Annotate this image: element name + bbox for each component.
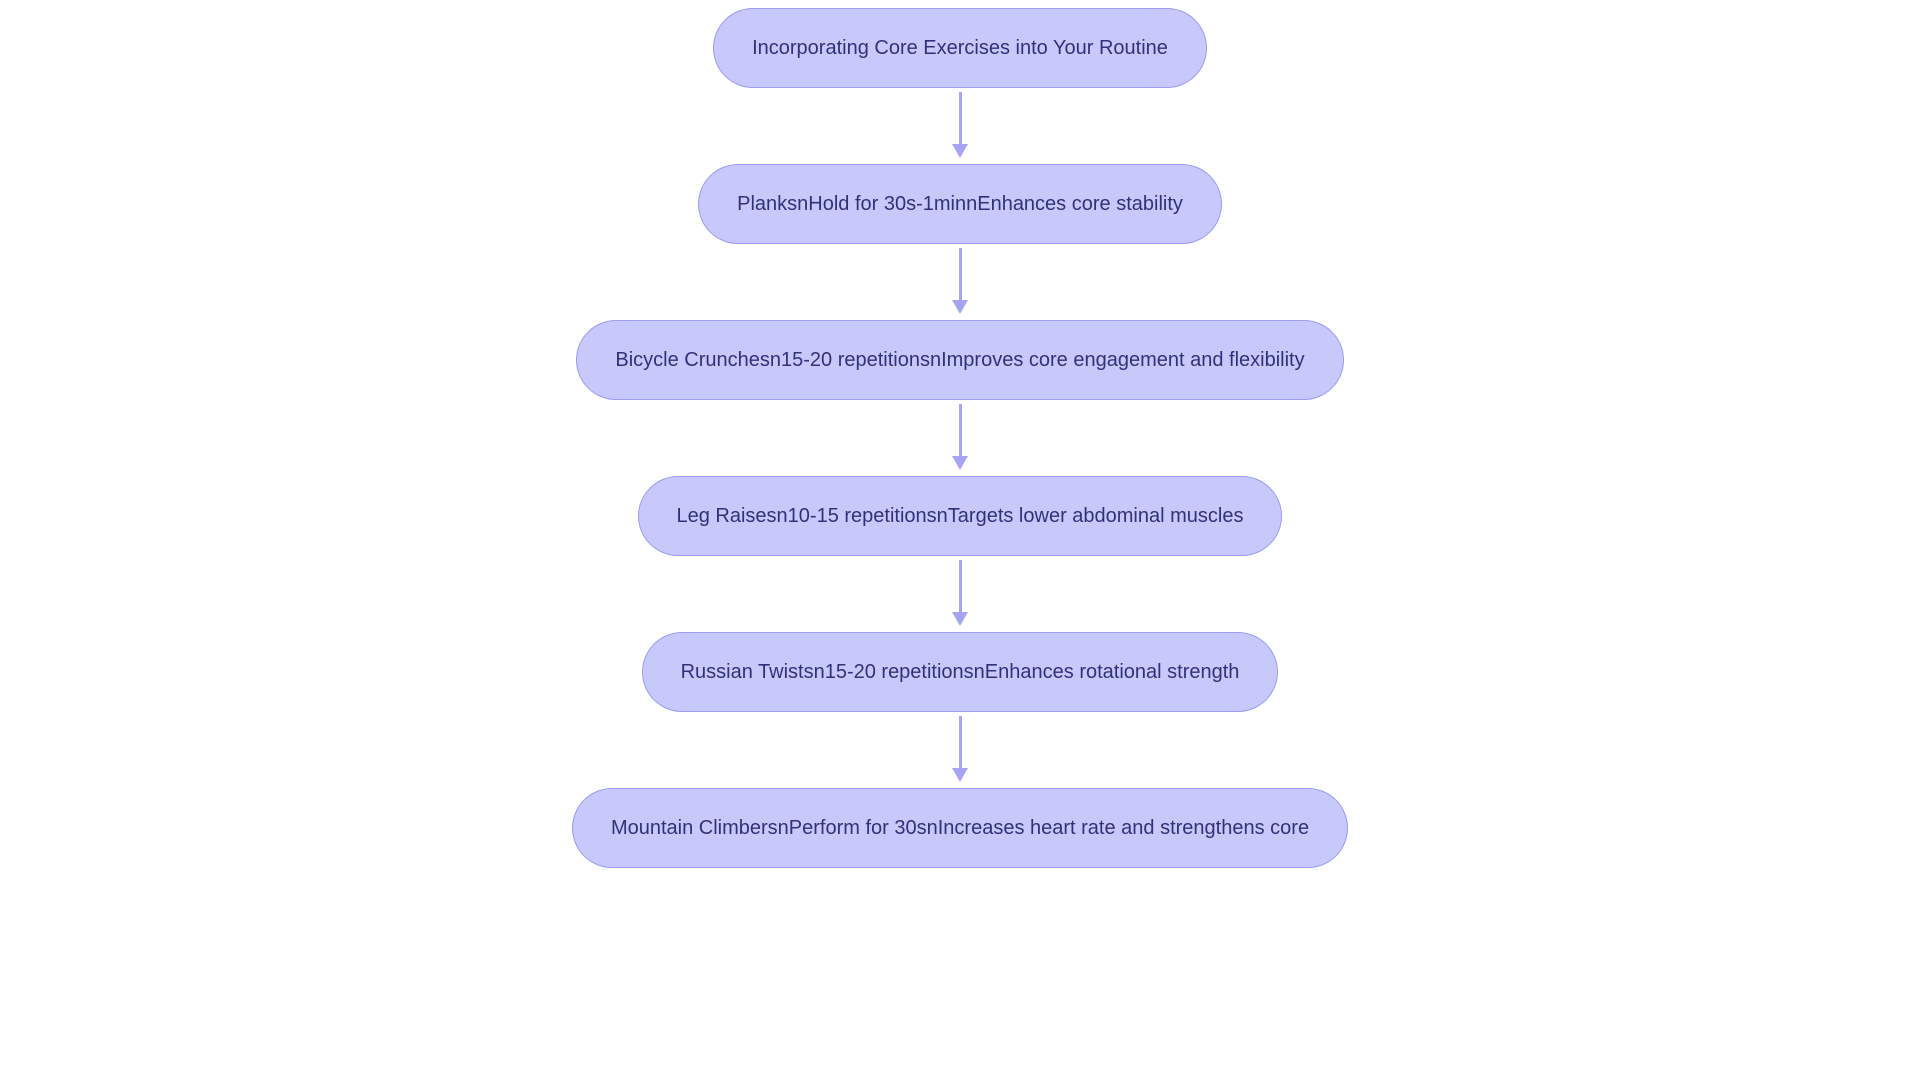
arrow-line	[959, 716, 962, 768]
arrow-line	[959, 560, 962, 612]
flowchart-arrow	[952, 560, 968, 626]
arrow-line	[959, 404, 962, 456]
node-label: Incorporating Core Exercises into Your R…	[752, 37, 1168, 60]
flowchart-arrow	[952, 248, 968, 314]
arrow-line	[959, 92, 962, 144]
arrow-head	[952, 300, 968, 314]
arrow-head	[952, 456, 968, 470]
flowchart-node: PlanksnHold for 30s-1minnEnhances core s…	[698, 164, 1222, 244]
node-label: Leg Raisesn10-15 repetitionsnTargets low…	[677, 505, 1244, 528]
arrow-head	[952, 144, 968, 158]
arrow-line	[959, 248, 962, 300]
arrow-head	[952, 612, 968, 626]
flowchart-arrow	[952, 404, 968, 470]
node-label: Mountain ClimbersnPerform for 30snIncrea…	[611, 817, 1309, 840]
flowchart-node: Russian Twistsn15-20 repetitionsnEnhance…	[642, 632, 1279, 712]
node-label: Russian Twistsn15-20 repetitionsnEnhance…	[681, 661, 1240, 684]
flowchart-arrow	[952, 92, 968, 158]
flowchart-arrow	[952, 716, 968, 782]
flowchart-node: Leg Raisesn10-15 repetitionsnTargets low…	[638, 476, 1283, 556]
flowchart-node: Incorporating Core Exercises into Your R…	[713, 8, 1207, 88]
node-label: Bicycle Crunchesn15-20 repetitionsnImpro…	[615, 349, 1304, 372]
arrow-head	[952, 768, 968, 782]
flowchart-container: Incorporating Core Exercises into Your R…	[0, 8, 1920, 868]
flowchart-node: Mountain ClimbersnPerform for 30snIncrea…	[572, 788, 1348, 868]
node-label: PlanksnHold for 30s-1minnEnhances core s…	[737, 193, 1183, 216]
flowchart-node: Bicycle Crunchesn15-20 repetitionsnImpro…	[576, 320, 1343, 400]
